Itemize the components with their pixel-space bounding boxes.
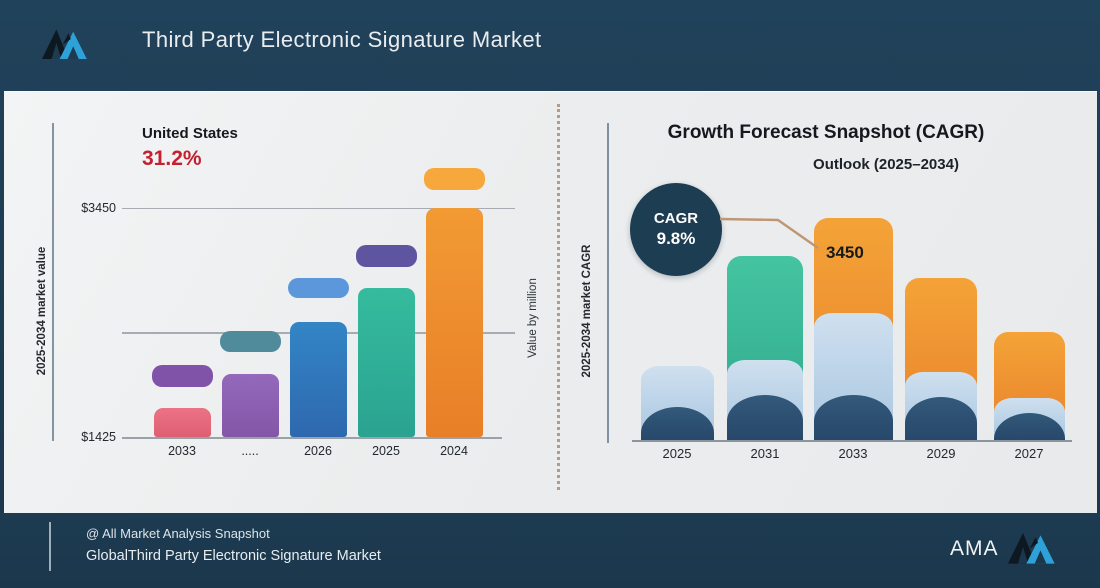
x-label-.....: ..... xyxy=(241,444,259,458)
y-tick-label: $1425 xyxy=(81,430,116,444)
bar-cap-2033 xyxy=(151,365,213,387)
left-chart-y-axis xyxy=(52,123,54,441)
cagr-badge-label: CAGR xyxy=(653,209,699,227)
ama-logo-icon xyxy=(42,29,87,59)
x-label-2029: 2029 xyxy=(926,446,956,461)
right-chart-subtitle: Outlook (2025–2034) xyxy=(813,156,959,173)
x-label-2026: 2026 xyxy=(304,444,332,458)
x-label-2031: 2031 xyxy=(750,446,780,461)
stack-2025-base xyxy=(640,407,714,440)
stack-2031-base xyxy=(727,395,803,440)
x-label-2027: 2027 xyxy=(1014,446,1044,461)
stack-2033-base xyxy=(813,395,893,440)
left-chart-y-axis-label: 2025-2034 market value xyxy=(36,246,48,376)
x-label-2024: 2024 xyxy=(440,444,468,458)
bar-2026 xyxy=(289,322,347,437)
right-chart-y-axis xyxy=(607,123,609,443)
footer-band: @ All Market Analysis Snapshot GlobalThi… xyxy=(0,513,1100,588)
right-chart-title: Growth Forecast Snapshot (CAGR) xyxy=(667,122,985,143)
bar-cap-2025 xyxy=(355,245,417,267)
right-chart-y-axis-label: 2025-2034 market CAGR xyxy=(581,244,593,378)
bar-cap-2026 xyxy=(287,278,349,299)
gridline xyxy=(122,208,515,210)
bar-cap-..... xyxy=(219,331,281,352)
callout-connector-line xyxy=(719,217,819,249)
stack-2029-base xyxy=(905,397,977,440)
section-divider xyxy=(557,104,560,490)
left-chart-right-axis-label: Value by million xyxy=(527,278,539,358)
left-chart-highlight-value: 31.2% xyxy=(142,147,202,170)
bar-2024 xyxy=(425,208,483,437)
cagr-badge: CAGR 9.8% xyxy=(630,183,722,276)
header-band: Third Party Electronic Signature Market xyxy=(0,0,1100,91)
footer-ama-logo-icon xyxy=(1008,532,1055,564)
left-chart-baseline xyxy=(122,437,502,439)
footer-brand-text: AMA xyxy=(950,537,999,560)
cagr-badge-value: 9.8% xyxy=(656,229,696,249)
callout-value: 3450 xyxy=(826,243,864,262)
bar-cap-2024 xyxy=(423,168,485,190)
footer-market-text: GlobalThird Party Electronic Signature M… xyxy=(86,548,381,564)
left-chart-title: United States xyxy=(142,125,238,142)
footer-snapshot-text: @ All Market Analysis Snapshot xyxy=(86,526,270,541)
y-tick-label: $3450 xyxy=(81,201,116,215)
x-label-2025: 2025 xyxy=(662,446,692,461)
x-label-2033: 2033 xyxy=(168,444,196,458)
x-label-2025: 2025 xyxy=(372,444,400,458)
x-label-2033: 2033 xyxy=(838,446,868,461)
bar-..... xyxy=(221,374,279,437)
bar-2025 xyxy=(357,288,415,437)
right-chart-baseline xyxy=(632,440,1072,442)
footer-divider xyxy=(49,522,51,571)
page-title: Third Party Electronic Signature Market xyxy=(142,27,542,52)
bar-2033 xyxy=(153,408,211,437)
